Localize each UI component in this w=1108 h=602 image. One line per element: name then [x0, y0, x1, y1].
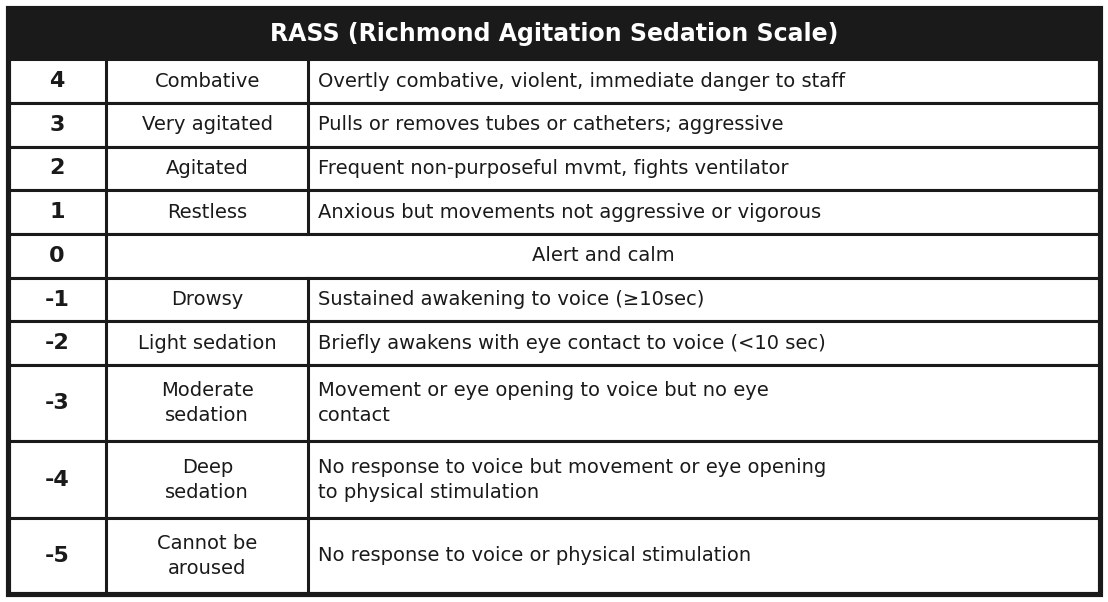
Bar: [8, 518, 1100, 594]
Text: 1: 1: [50, 202, 65, 222]
Text: Alert and calm: Alert and calm: [532, 246, 675, 265]
Bar: [8, 103, 1100, 147]
Text: -3: -3: [44, 393, 70, 414]
Text: Briefly awakens with eye contact to voice (<10 sec): Briefly awakens with eye contact to voic…: [318, 334, 827, 353]
Bar: [8, 190, 1100, 234]
Text: -2: -2: [44, 334, 70, 353]
Bar: [8, 8, 1100, 59]
Text: 2: 2: [50, 158, 65, 178]
Text: 0: 0: [50, 246, 65, 266]
Bar: [8, 278, 1100, 321]
Text: Restless: Restless: [167, 203, 247, 222]
Text: -4: -4: [44, 470, 70, 489]
Text: Sustained awakening to voice (≥10sec): Sustained awakening to voice (≥10sec): [318, 290, 705, 309]
Text: Deep
sedation: Deep sedation: [165, 458, 249, 501]
Bar: [8, 59, 1100, 103]
Bar: [8, 365, 1100, 441]
Text: Movement or eye opening to voice but no eye
contact: Movement or eye opening to voice but no …: [318, 381, 769, 426]
Text: 3: 3: [50, 115, 65, 135]
Text: RASS (Richmond Agitation Sedation Scale): RASS (Richmond Agitation Sedation Scale): [270, 22, 838, 46]
Text: Overtly combative, violent, immediate danger to staff: Overtly combative, violent, immediate da…: [318, 72, 845, 90]
Text: Pulls or removes tubes or catheters; aggressive: Pulls or removes tubes or catheters; agg…: [318, 115, 783, 134]
Text: Drowsy: Drowsy: [171, 290, 244, 309]
Bar: [8, 147, 1100, 190]
Text: No response to voice or physical stimulation: No response to voice or physical stimula…: [318, 547, 751, 565]
Text: Combative: Combative: [155, 72, 260, 90]
Bar: [8, 321, 1100, 365]
Text: Very agitated: Very agitated: [142, 115, 273, 134]
Text: -1: -1: [44, 290, 70, 309]
Text: Frequent non-purposeful mvmt, fights ventilator: Frequent non-purposeful mvmt, fights ven…: [318, 159, 789, 178]
Text: Moderate
sedation: Moderate sedation: [161, 381, 254, 426]
Bar: [8, 234, 1100, 278]
Bar: [8, 441, 1100, 518]
Text: Agitated: Agitated: [166, 159, 248, 178]
Text: Cannot be
aroused: Cannot be aroused: [157, 534, 257, 578]
Text: Light sedation: Light sedation: [138, 334, 277, 353]
Text: -5: -5: [44, 546, 70, 566]
Text: 4: 4: [50, 71, 65, 91]
Text: Anxious but movements not aggressive or vigorous: Anxious but movements not aggressive or …: [318, 203, 821, 222]
Text: No response to voice but movement or eye opening
to physical stimulation: No response to voice but movement or eye…: [318, 458, 827, 501]
